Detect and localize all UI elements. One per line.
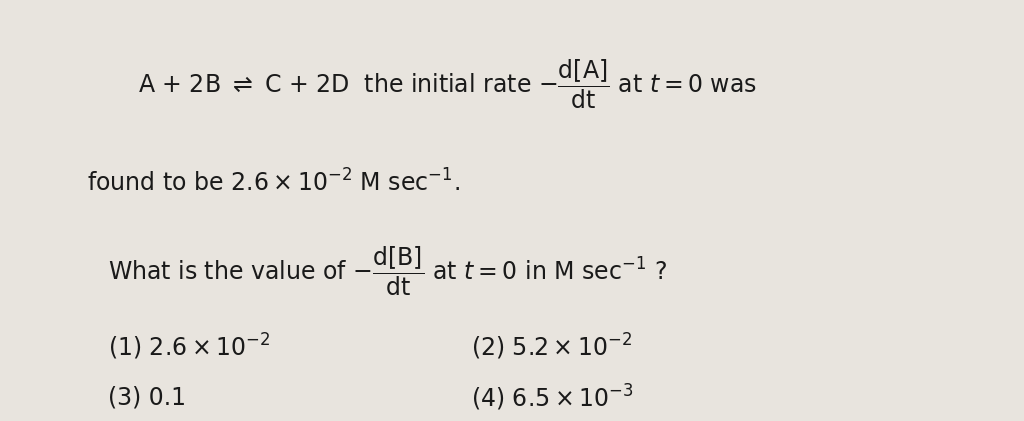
Text: What is the value of $-\dfrac{\mathrm{d[B]}}{\mathrm{dt}}$ at $t = 0$ in M sec$^: What is the value of $-\dfrac{\mathrm{d[… (108, 245, 667, 298)
Text: (4) $6.5 \times 10^{-3}$: (4) $6.5 \times 10^{-3}$ (471, 383, 634, 413)
Text: (3) 0.1: (3) 0.1 (108, 386, 185, 410)
Text: A + 2B $\rightleftharpoons$ C + 2D  the initial rate $-\dfrac{\mathrm{d[A]}}{\ma: A + 2B $\rightleftharpoons$ C + 2D the i… (138, 58, 757, 111)
Text: (2) $5.2 \times 10^{-2}$: (2) $5.2 \times 10^{-2}$ (471, 332, 633, 362)
Text: (1) $2.6 \times 10^{-2}$: (1) $2.6 \times 10^{-2}$ (108, 332, 270, 362)
Text: found to be $2.6 \times 10^{-2}$ M sec$^{-1}$.: found to be $2.6 \times 10^{-2}$ M sec$^… (87, 170, 460, 197)
